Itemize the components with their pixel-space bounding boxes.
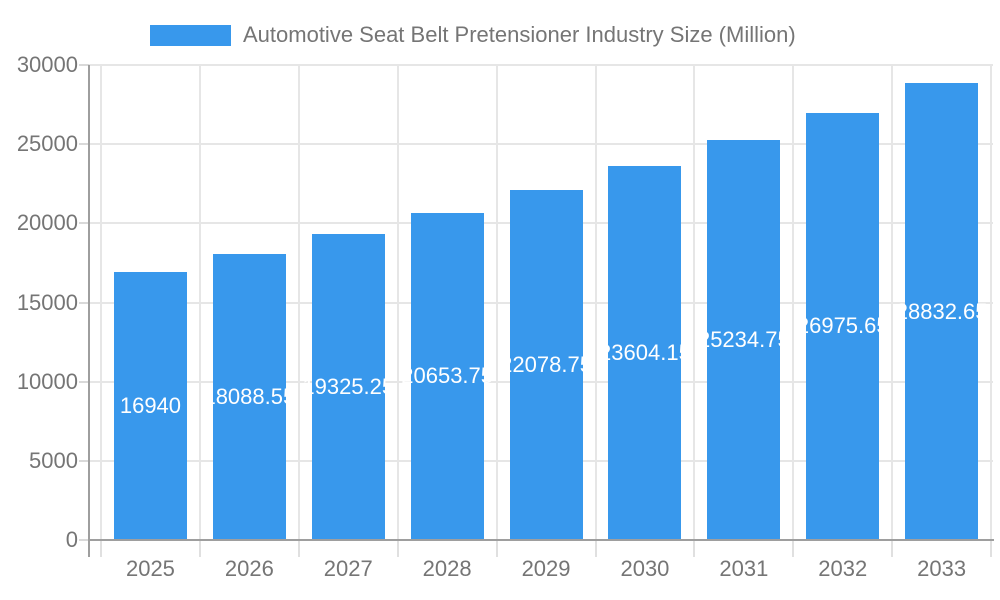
y-axis-tick — [79, 301, 89, 304]
gridline-vertical — [693, 65, 696, 540]
bar-value-label: 28832.65 — [895, 298, 988, 324]
y-axis-tick-label: 30000 — [16, 52, 78, 77]
x-axis-baseline — [88, 539, 994, 541]
bar-value-label: 25234.75 — [697, 327, 790, 353]
y-axis-tick — [79, 64, 89, 66]
x-axis-tick — [594, 541, 597, 557]
chart-title: Automotive Seat Belt Pretensioner Indust… — [243, 22, 796, 47]
x-axis-tick-label: 2031 — [719, 556, 769, 581]
y-axis-tick — [79, 539, 89, 541]
x-axis-tick — [396, 541, 399, 557]
gridline-horizontal — [89, 143, 993, 146]
legend: Automotive Seat Belt Pretensioner Indust… — [150, 22, 796, 48]
y-axis-tick-label: 15000 — [16, 289, 78, 315]
x-axis-tick — [693, 541, 696, 557]
y-axis-tick — [79, 143, 89, 146]
gridline-vertical — [198, 65, 201, 540]
bar-2033[interactable]: 28832.65 — [896, 83, 988, 540]
x-axis-tick-label: 2026 — [224, 556, 274, 581]
bar-2032[interactable]: 26975.65 — [797, 112, 889, 540]
gridline-horizontal — [89, 64, 993, 66]
bar-2031[interactable]: 25234.75 — [698, 140, 790, 540]
gridline-vertical — [396, 65, 399, 540]
gridline-vertical — [792, 65, 795, 540]
gridline-vertical — [990, 65, 993, 540]
x-axis-tick — [495, 541, 498, 557]
y-axis-tick-label: 0 — [65, 527, 78, 552]
x-axis-tick-label: 2028 — [422, 556, 472, 581]
y-axis-tick — [79, 222, 89, 225]
x-axis-tick — [891, 541, 894, 557]
bar-value-label: 19325.25 — [302, 374, 395, 399]
y-axis-tick-label: 10000 — [16, 368, 78, 394]
x-axis-tick-label: 2029 — [521, 556, 571, 581]
bar-2029[interactable]: 22078.75 — [500, 190, 592, 540]
x-axis-tick-label: 2030 — [620, 556, 670, 581]
x-axis-tick-label: 2025 — [125, 556, 175, 581]
legend-swatch[interactable] — [150, 24, 231, 46]
bar-value-label: 18088.55 — [203, 383, 296, 409]
gridline-vertical — [297, 65, 300, 540]
y-axis-tick-label: 25000 — [16, 131, 78, 157]
gridline-vertical — [594, 65, 597, 540]
x-axis-tick-label: 2027 — [323, 556, 373, 581]
x-axis-tick — [990, 541, 993, 557]
y-axis-tick-label: 20000 — [16, 210, 78, 236]
bar-2025[interactable]: 16940 — [113, 271, 187, 540]
x-axis-tick-label: 2032 — [818, 556, 868, 581]
x-axis-tick — [100, 541, 102, 557]
x-axis-tick — [792, 541, 795, 557]
bar-value-label: 16940 — [119, 392, 182, 418]
y-axis-tick — [79, 380, 89, 383]
bar-value-label: 20653.75 — [401, 363, 494, 389]
x-axis-tick — [198, 541, 201, 557]
x-axis-tick — [297, 541, 300, 557]
bar-value-label: 22078.75 — [500, 352, 592, 378]
gridline-vertical — [100, 65, 102, 540]
gridline-vertical — [495, 65, 498, 540]
y-axis-tick — [79, 459, 89, 462]
bar-2027[interactable]: 19325.25 — [302, 234, 394, 540]
y-axis-line — [88, 65, 90, 557]
y-axis-tick-label: 5000 — [29, 447, 78, 473]
bar-2030[interactable]: 23604.15 — [599, 166, 691, 540]
bar-2026[interactable]: 18088.55 — [203, 253, 295, 540]
bar-value-label: 26975.65 — [796, 313, 889, 339]
x-axis-tick-label: 2033 — [917, 556, 967, 581]
bar-value-label: 23604.15 — [599, 340, 691, 366]
gridline-vertical — [891, 65, 894, 540]
bar-2028[interactable]: 20653.75 — [401, 212, 493, 540]
